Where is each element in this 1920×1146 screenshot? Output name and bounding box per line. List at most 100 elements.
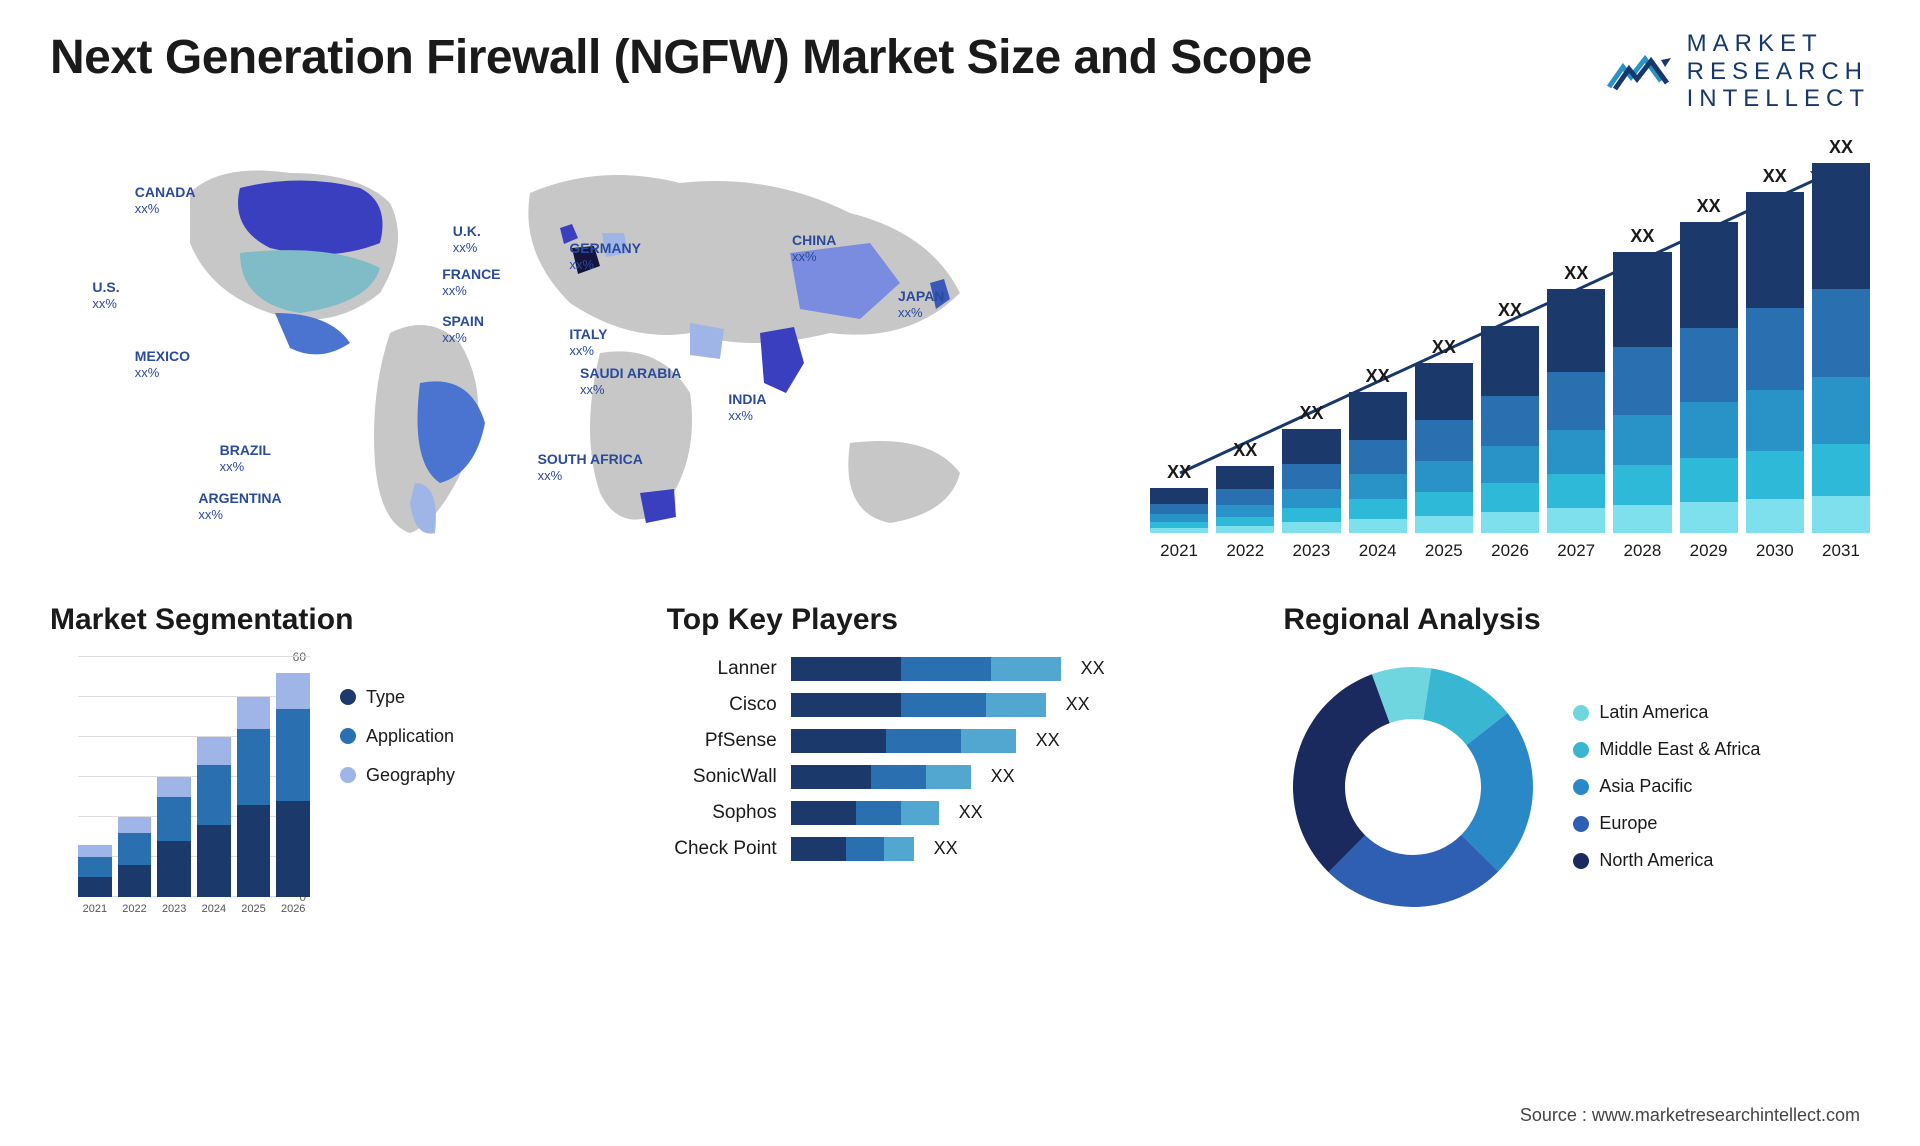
donut-slice — [1293, 674, 1390, 872]
player-name: SonicWall — [667, 766, 777, 788]
growth-bar-year: 2028 — [1613, 541, 1671, 561]
growth-bar-year: 2026 — [1481, 541, 1539, 561]
player-row: Sophos XX — [667, 801, 1254, 825]
map-label-southafrica: SOUTH AFRICAxx% — [538, 451, 643, 484]
growth-bar-year: 2023 — [1282, 541, 1340, 561]
player-name: Cisco — [667, 694, 777, 716]
growth-bar-year: 2022 — [1216, 541, 1274, 561]
segmentation-legend: Type Application Geography — [340, 657, 455, 917]
map-label-spain: SPAINxx% — [442, 313, 484, 346]
map-label-india: INDIAxx% — [728, 391, 766, 424]
map-label-germany: GERMANYxx% — [569, 240, 641, 273]
players-chart: LannerXXCiscoXXPfSenseXXSonicWallXXSopho… — [667, 657, 1254, 861]
player-bar — [791, 693, 1046, 717]
growth-bar-2028: XX2028 — [1613, 252, 1671, 533]
growth-bar-value: XX — [1680, 196, 1738, 217]
logo-mark-icon — [1605, 45, 1675, 97]
growth-bar-value: XX — [1613, 226, 1671, 247]
regional-legend-item: North America — [1573, 850, 1760, 871]
player-value: XX — [991, 766, 1015, 787]
player-value: XX — [1066, 694, 1090, 715]
growth-bar-value: XX — [1349, 366, 1407, 387]
regional-panel: Regional Analysis Latin AmericaMiddle Ea… — [1283, 603, 1870, 963]
growth-bar-2029: XX2029 — [1680, 222, 1738, 533]
regional-legend-item: Latin America — [1573, 702, 1760, 723]
growth-chart: XX2021XX2022XX2023XX2024XX2025XX2026XX20… — [1150, 133, 1870, 563]
regional-legend: Latin AmericaMiddle East & AfricaAsia Pa… — [1573, 702, 1760, 871]
growth-bar-value: XX — [1415, 337, 1473, 358]
region-saudi — [690, 323, 724, 359]
growth-bar-2030: XX2030 — [1746, 192, 1804, 532]
player-row: Lanner XX — [667, 657, 1254, 681]
growth-bar-2024: XX2024 — [1349, 392, 1407, 533]
player-bar — [791, 657, 1061, 681]
world-map: CANADAxx%U.S.xx%MEXICOxx%BRAZILxx%ARGENT… — [50, 133, 1110, 563]
growth-bar-value: XX — [1150, 462, 1208, 483]
segmentation-chart: 0102030405060202120222023202420252026 — [50, 657, 310, 917]
growth-bar-year: 2025 — [1415, 541, 1473, 561]
brand-logo: MARKET RESEARCH INTELLECT — [1605, 30, 1870, 113]
growth-bar-value: XX — [1216, 440, 1274, 461]
growth-bar-2026: XX2026 — [1481, 326, 1539, 533]
growth-bar-2027: XX2027 — [1547, 289, 1605, 533]
growth-bar-2021: XX2021 — [1150, 488, 1208, 532]
map-label-china: CHINAxx% — [792, 232, 836, 265]
map-label-france: FRANCExx% — [442, 266, 500, 299]
player-name: Lanner — [667, 658, 777, 680]
page-title: Next Generation Firewall (NGFW) Market S… — [50, 30, 1312, 85]
player-bar — [791, 765, 971, 789]
map-label-argentina: ARGENTINAxx% — [198, 490, 281, 523]
growth-bar-2025: XX2025 — [1415, 363, 1473, 533]
growth-bar-2023: XX2023 — [1282, 429, 1340, 533]
seg-bar-2021: 2021 — [78, 845, 112, 897]
player-bar — [791, 729, 1016, 753]
player-bar — [791, 837, 914, 861]
regional-donut — [1283, 657, 1543, 917]
seg-bar-2023: 2023 — [157, 777, 191, 897]
region-southafrica — [640, 489, 676, 523]
growth-bar-year: 2021 — [1150, 541, 1208, 561]
seg-bar-2026: 2026 — [276, 673, 310, 897]
growth-bar-year: 2029 — [1680, 541, 1738, 561]
players-panel: Top Key Players Lanner XX Cisco XX PfSense XX… — [667, 603, 1254, 963]
player-value: XX — [1081, 658, 1105, 679]
growth-bar-2022: XX2022 — [1216, 466, 1274, 533]
growth-bar-value: XX — [1812, 137, 1870, 158]
player-value: XX — [1036, 730, 1060, 751]
regional-title: Regional Analysis — [1283, 603, 1870, 637]
growth-bar-value: XX — [1282, 403, 1340, 424]
growth-bar-value: XX — [1481, 300, 1539, 321]
player-row: Check PointXX — [667, 837, 1254, 861]
player-row: SonicWall XX — [667, 765, 1254, 789]
map-label-saudi: SAUDI ARABIAxx% — [580, 365, 681, 398]
players-title: Top Key Players — [667, 603, 1254, 637]
growth-bar-year: 2031 — [1812, 541, 1870, 561]
regional-legend-item: Asia Pacific — [1573, 776, 1760, 797]
player-value: XX — [959, 802, 983, 823]
player-name: PfSense — [667, 730, 777, 752]
seg-legend-item: Application — [340, 726, 455, 747]
source-line: Source : www.marketresearchintellect.com — [1520, 1105, 1860, 1126]
player-row: PfSense XX — [667, 729, 1254, 753]
seg-bar-2025: 2025 — [237, 697, 271, 897]
seg-legend-item: Type — [340, 687, 455, 708]
logo-text: MARKET RESEARCH INTELLECT — [1687, 30, 1870, 113]
map-label-italy: ITALYxx% — [569, 326, 607, 359]
regional-legend-item: Europe — [1573, 813, 1760, 834]
growth-bar-2031: XX2031 — [1812, 163, 1870, 533]
region-mexico — [275, 313, 350, 354]
player-name: Sophos — [667, 802, 777, 824]
growth-bar-value: XX — [1746, 166, 1804, 187]
map-label-japan: JAPANxx% — [898, 288, 944, 321]
growth-bar-year: 2030 — [1746, 541, 1804, 561]
seg-legend-item: Geography — [340, 765, 455, 786]
map-label-mexico: MEXICOxx% — [135, 348, 190, 381]
player-bar — [791, 801, 939, 825]
growth-bar-year: 2024 — [1349, 541, 1407, 561]
seg-bar-2022: 2022 — [118, 817, 152, 897]
player-name: Check Point — [667, 838, 777, 860]
segmentation-title: Market Segmentation — [50, 603, 637, 637]
map-label-brazil: BRAZILxx% — [220, 442, 271, 475]
growth-bar-value: XX — [1547, 263, 1605, 284]
growth-bar-year: 2027 — [1547, 541, 1605, 561]
